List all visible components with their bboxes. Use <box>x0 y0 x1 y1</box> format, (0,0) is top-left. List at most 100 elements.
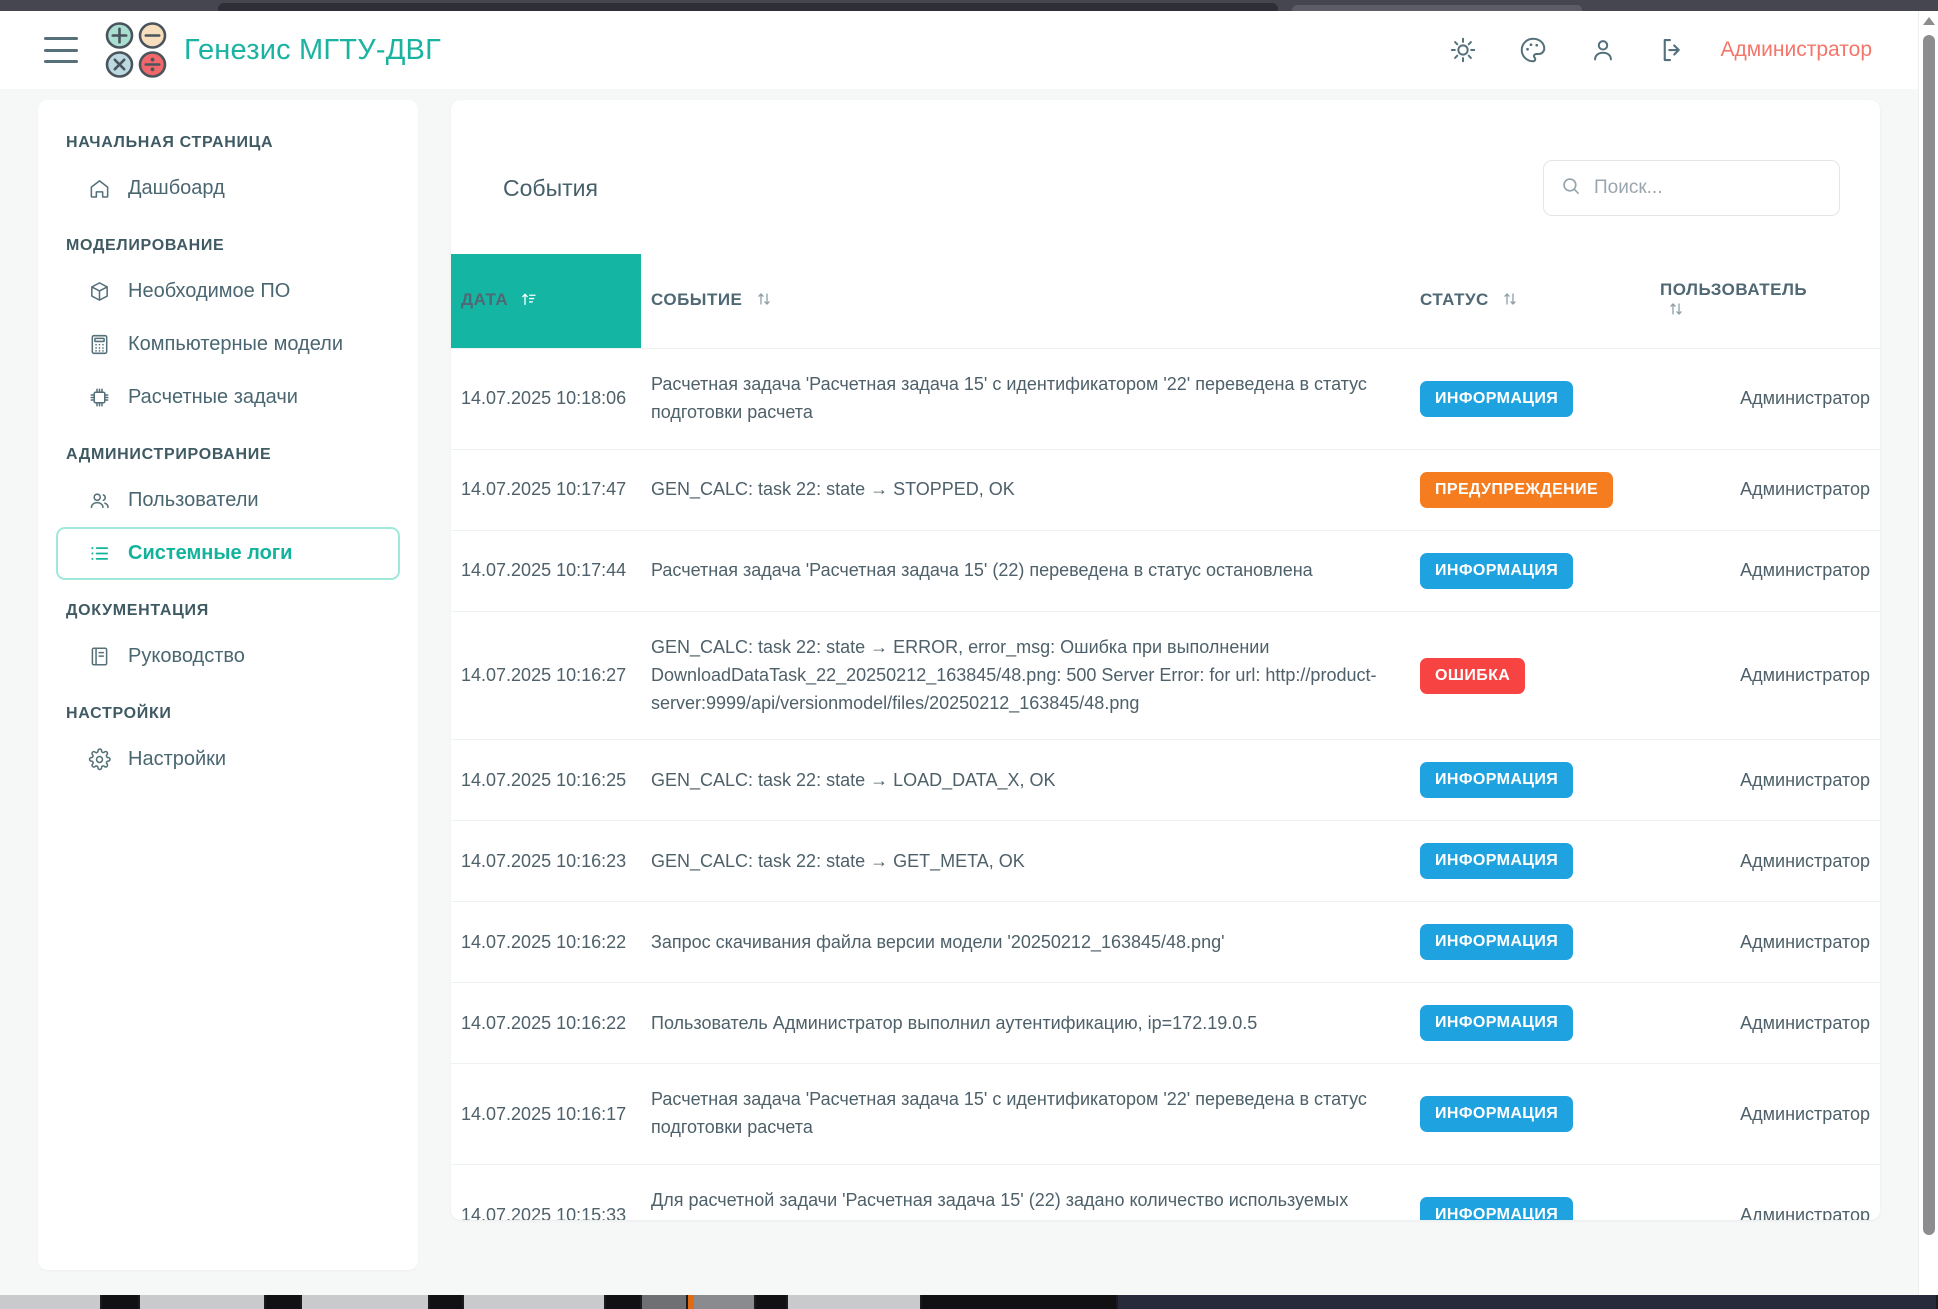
taskbar-item[interactable] <box>464 1295 604 1309</box>
sidebar-item-settings[interactable]: Настройки <box>56 733 400 786</box>
search-box[interactable] <box>1543 160 1840 216</box>
app-logo <box>104 22 168 78</box>
os-taskbar[interactable] <box>0 1295 1938 1309</box>
table-row[interactable]: 14.07.2025 10:18:06 Расчетная задача 'Ра… <box>451 348 1880 450</box>
brand-title[interactable]: Генезис МГТУ-ДВГ <box>184 33 441 66</box>
cell-date: 14.07.2025 10:18:06 <box>451 348 641 450</box>
table-row[interactable]: 14.07.2025 10:16:17 Расчетная задача 'Ра… <box>451 1063 1880 1165</box>
taskbar-item[interactable] <box>302 1295 428 1309</box>
status-badge: ИНФОРМАЦИЯ <box>1420 1096 1574 1133</box>
sidebar-item-manual[interactable]: Руководство <box>56 630 400 683</box>
taskbar-accent <box>688 1295 694 1309</box>
status-badge: ИНФОРМАЦИЯ <box>1420 924 1574 961</box>
sidebar-section-modeling: МОДЕЛИРОВАНИЕ <box>66 237 225 254</box>
table-row[interactable]: 14.07.2025 10:15:33 Для расчетной задачи… <box>451 1164 1880 1220</box>
table-row[interactable]: 14.07.2025 10:16:23 GEN_CALC: task 22: s… <box>451 820 1880 902</box>
taskbar-item[interactable] <box>694 1295 754 1309</box>
cell-date: 14.07.2025 10:16:27 <box>451 610 641 740</box>
cell-date: 14.07.2025 10:16:17 <box>451 1063 641 1165</box>
taskbar-item[interactable] <box>642 1295 686 1309</box>
column-header-event[interactable]: СОБЫТИЕ <box>641 254 1410 349</box>
home-icon <box>88 177 111 200</box>
cell-event: GEN_CALC: task 22: state → LOAD_DATA_X, … <box>641 739 1410 821</box>
taskbar-item[interactable] <box>922 1295 1116 1309</box>
cell-event: GEN_CALC: task 22: state → GET_META, OK <box>641 820 1410 902</box>
sidebar-item-label: Системные логи <box>128 542 293 564</box>
page-scrollbar[interactable] <box>1918 11 1938 1295</box>
cell-date: 14.07.2025 10:15:33 <box>451 1164 641 1220</box>
taskbar-tray[interactable] <box>1118 1295 1936 1309</box>
current-user-label[interactable]: Администратор <box>1720 38 1872 61</box>
status-badge: ИНФОРМАЦИЯ <box>1420 843 1574 880</box>
sidebar-item-calc-tasks[interactable]: Расчетные задачи <box>56 371 400 424</box>
table-row[interactable]: 14.07.2025 10:16:27 GEN_CALC: task 22: s… <box>451 610 1880 740</box>
cell-status: ОШИБКА <box>1410 610 1650 740</box>
cell-date: 14.07.2025 10:17:44 <box>451 529 641 612</box>
logo-times-icon <box>104 50 135 78</box>
taskbar-item[interactable] <box>788 1295 920 1309</box>
sun-icon[interactable] <box>1446 33 1480 67</box>
cell-status: ИНФОРМАЦИЯ <box>1410 348 1650 450</box>
table-row[interactable]: 14.07.2025 10:16:25 GEN_CALC: task 22: s… <box>451 739 1880 821</box>
cell-event: Расчетная задача 'Расчетная задача 15' с… <box>641 348 1410 450</box>
cell-user: Администратор <box>1650 901 1880 983</box>
panel-header: События <box>451 100 1880 216</box>
taskbar-item[interactable] <box>102 1295 138 1309</box>
table-row[interactable]: 14.07.2025 10:17:47 GEN_CALC: task 22: s… <box>451 448 1880 531</box>
column-header-user-label: ПОЛЬЗОВАТЕЛЬ <box>1660 280 1808 299</box>
cell-user: Администратор <box>1650 610 1880 740</box>
palette-icon[interactable] <box>1516 33 1550 67</box>
taskbar-item[interactable] <box>0 1295 100 1309</box>
logout-icon[interactable] <box>1656 33 1690 67</box>
sidebar-item-system-logs[interactable]: Системные логи <box>56 527 400 580</box>
sidebar-section-settings: НАСТРОЙКИ <box>66 705 172 722</box>
list-icon <box>88 542 111 565</box>
column-header-user[interactable]: ПОЛЬЗОВАТЕЛЬ <box>1650 254 1880 349</box>
taskbar-item[interactable] <box>266 1295 300 1309</box>
taskbar-item[interactable] <box>606 1295 640 1309</box>
browser-tab-active[interactable] <box>218 3 1278 11</box>
sort-both-icon[interactable] <box>1502 291 1518 312</box>
column-header-date[interactable]: ДАТА <box>451 254 641 349</box>
scrollbar-thumb[interactable] <box>1923 35 1935 1235</box>
taskbar-item[interactable] <box>430 1295 462 1309</box>
taskbar-item[interactable] <box>756 1295 786 1309</box>
search-icon <box>1560 175 1582 202</box>
column-header-date-label: ДАТА <box>461 290 509 309</box>
cell-status: ИНФОРМАЦИЯ <box>1410 820 1650 902</box>
cell-event: Расчетная задача 'Расчетная задача 15' (… <box>641 529 1410 612</box>
sidebar-item-software[interactable]: Необходимое ПО <box>56 265 400 318</box>
sidebar-item-users[interactable]: Пользователи <box>56 474 400 527</box>
cell-user: Администратор <box>1650 739 1880 821</box>
cell-event: Для расчетной задачи 'Расчетная задача 1… <box>641 1164 1410 1220</box>
page-content: НАЧАЛЬНАЯ СТРАНИЦА Дашбоард МОДЕЛИРОВАНИ… <box>0 100 1918 1280</box>
calculator-icon <box>88 333 111 356</box>
chip-icon <box>88 386 111 409</box>
search-input[interactable] <box>1594 177 1823 199</box>
sort-asc-icon[interactable] <box>521 291 537 312</box>
sort-both-icon[interactable] <box>756 291 772 312</box>
browser-tab-inactive[interactable] <box>1292 5 1582 11</box>
hamburger-icon[interactable] <box>44 37 78 63</box>
logo-divide-icon <box>137 50 168 78</box>
sidebar-item-label: Руководство <box>128 645 245 667</box>
user-icon[interactable] <box>1586 33 1620 67</box>
table-head: ДАТА СОБЫТИЕ <box>451 254 1880 349</box>
table-row[interactable]: 14.07.2025 10:17:44 Расчетная задача 'Ра… <box>451 529 1880 612</box>
page-title: События <box>503 174 598 201</box>
sidebar-item-label: Расчетные задачи <box>128 386 298 408</box>
sort-both-icon[interactable] <box>1668 301 1684 322</box>
sidebar-section-docs: ДОКУМЕНТАЦИЯ <box>66 602 209 619</box>
column-header-event-label: СОБЫТИЕ <box>651 290 743 309</box>
cell-date: 14.07.2025 10:16:25 <box>451 739 641 821</box>
logs-table: ДАТА СОБЫТИЕ <box>451 254 1880 1220</box>
table-row[interactable]: 14.07.2025 10:16:22 Запрос скачивания фа… <box>451 901 1880 983</box>
scroll-up-arrow-icon[interactable] <box>1923 17 1935 25</box>
cell-status: ИНФОРМАЦИЯ <box>1410 739 1650 821</box>
sidebar-item-dashboard[interactable]: Дашбоард <box>56 162 400 215</box>
column-header-status[interactable]: СТАТУС <box>1410 254 1650 349</box>
cell-date: 14.07.2025 10:16:22 <box>451 982 641 1064</box>
sidebar-item-computer-models[interactable]: Компьютерные модели <box>56 318 400 371</box>
taskbar-item[interactable] <box>140 1295 264 1309</box>
table-row[interactable]: 14.07.2025 10:16:22 Пользователь Админис… <box>451 982 1880 1064</box>
